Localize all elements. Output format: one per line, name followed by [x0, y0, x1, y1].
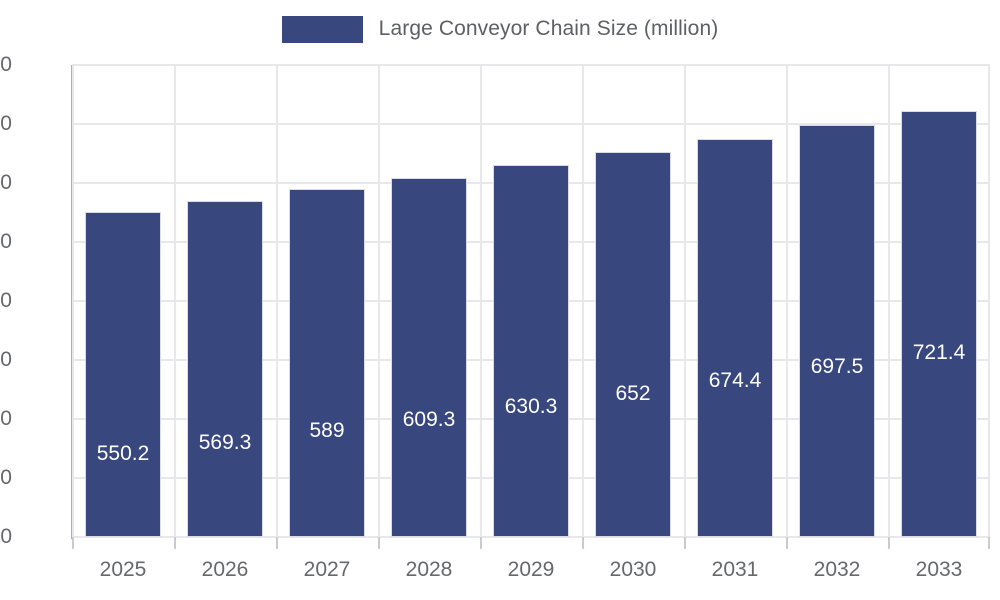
y-axis-tick-label: 400: [0, 289, 12, 312]
y-axis-tick-label: 0: [0, 525, 12, 548]
gridline-vertical: [480, 65, 482, 537]
bar-value-label-2029: 630.3: [504, 395, 558, 419]
gridline-vertical: [582, 65, 584, 537]
gridline-vertical: [276, 65, 278, 537]
legend-label: Large Conveyor Chain Size (million): [378, 17, 719, 40]
x-axis-tick-label-2029: 2029: [507, 558, 555, 581]
x-axis-tick-mark: [480, 537, 482, 549]
bar-2032[interactable]: [799, 125, 875, 537]
x-axis-tick-label-2030: 2030: [609, 558, 657, 581]
legend-color-swatch-icon: [281, 15, 363, 43]
y-axis-tick-label: 100: [0, 466, 12, 489]
x-axis-tick-label-2031: 2031: [711, 558, 759, 581]
x-axis-tick-label-2028: 2028: [405, 558, 453, 581]
x-axis-tick-mark: [888, 537, 890, 549]
x-axis-tick-mark: [684, 537, 686, 549]
gridline-horizontal: [72, 536, 990, 538]
gridline-vertical: [684, 65, 686, 537]
bar-value-label-2027: 589: [309, 419, 345, 443]
y-axis-tick-label: 300: [0, 348, 12, 371]
gridline-horizontal: [72, 123, 990, 125]
x-axis-tick-mark: [582, 537, 584, 549]
bar-2025[interactable]: [85, 212, 161, 537]
bar-value-label-2031: 674.4: [708, 369, 762, 393]
x-axis-tick-label-2026: 2026: [201, 558, 249, 581]
gridline-vertical: [786, 65, 788, 537]
legend-item-large-conveyor-chain-size[interactable]: Large Conveyor Chain Size (million): [281, 15, 719, 43]
gridline-horizontal: [72, 64, 990, 66]
x-axis-tick-mark: [174, 537, 176, 549]
x-axis-tick-mark: [378, 537, 380, 549]
bar-value-label-2026: 569.3: [198, 431, 252, 455]
gridline-vertical: [988, 65, 990, 537]
bar-value-label-2032: 697.5: [810, 355, 864, 379]
bar-2028[interactable]: [391, 177, 467, 537]
x-axis-tick-label-2027: 2027: [303, 558, 351, 581]
x-axis-tick-mark: [276, 537, 278, 549]
bar-value-label-2030: 652: [615, 382, 651, 406]
y-axis-tick-label: 200: [0, 407, 12, 430]
x-axis-tick-mark: [786, 537, 788, 549]
bar-value-label-2028: 609.3: [402, 407, 456, 431]
bar-2026[interactable]: [187, 201, 263, 537]
gridline-vertical: [378, 65, 380, 537]
bar-2030[interactable]: [595, 152, 671, 537]
gridline-vertical: [72, 65, 74, 537]
bar-2027[interactable]: [289, 189, 365, 537]
x-axis-tick-label-2033: 2033: [915, 558, 963, 581]
y-axis-tick-label: 700: [0, 112, 12, 135]
y-axis-tick-label: 500: [0, 230, 12, 253]
bar-value-label-2025: 550.2: [96, 442, 150, 466]
x-axis-tick-label-2032: 2032: [813, 558, 861, 581]
bar-value-label-2033: 721.4: [912, 341, 966, 365]
gridline-vertical: [174, 65, 176, 537]
plot-area: [72, 64, 990, 538]
x-axis-tick-mark: [72, 537, 74, 549]
x-axis-tick-label-2025: 2025: [99, 558, 147, 581]
y-axis-tick-label: 600: [0, 171, 12, 194]
gridline-vertical: [888, 65, 890, 537]
y-axis-tick-label: 800: [0, 53, 12, 76]
chart-legend: Large Conveyor Chain Size (million): [0, 0, 1000, 58]
x-axis-tick-mark: [988, 537, 990, 549]
bar-2033[interactable]: [901, 111, 977, 537]
bar-2029[interactable]: [493, 165, 569, 537]
bar-2031[interactable]: [697, 139, 773, 537]
